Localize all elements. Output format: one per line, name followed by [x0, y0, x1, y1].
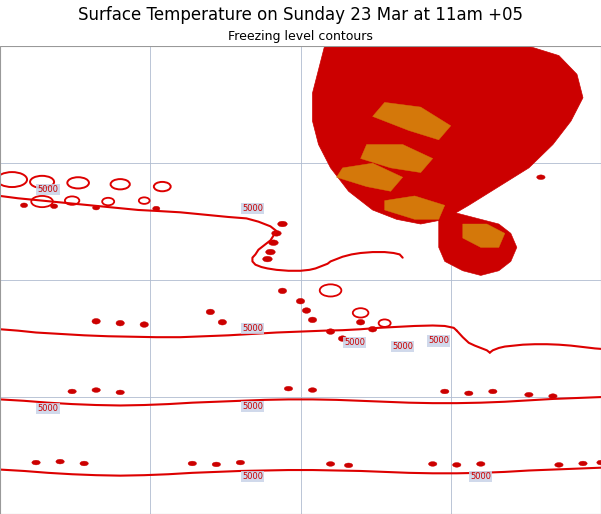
Ellipse shape	[206, 309, 215, 315]
Text: 5000: 5000	[392, 342, 413, 351]
Text: 5000: 5000	[429, 337, 449, 345]
Ellipse shape	[56, 460, 64, 464]
Ellipse shape	[116, 390, 124, 395]
Ellipse shape	[549, 394, 557, 398]
Ellipse shape	[93, 205, 100, 210]
Ellipse shape	[441, 389, 449, 394]
Text: 5000: 5000	[242, 402, 263, 411]
Text: 5000: 5000	[242, 472, 263, 481]
Ellipse shape	[284, 387, 293, 391]
Polygon shape	[361, 144, 433, 173]
Ellipse shape	[429, 462, 437, 466]
Ellipse shape	[269, 240, 278, 246]
Text: Surface Temperature on Sunday 23 Mar at 11am +05: Surface Temperature on Sunday 23 Mar at …	[78, 6, 523, 24]
Ellipse shape	[537, 175, 545, 179]
Text: 5000: 5000	[242, 204, 263, 213]
Ellipse shape	[236, 460, 245, 465]
Ellipse shape	[296, 298, 305, 304]
Ellipse shape	[477, 462, 485, 466]
Ellipse shape	[489, 389, 497, 394]
Ellipse shape	[453, 463, 461, 467]
Ellipse shape	[188, 461, 197, 466]
Polygon shape	[463, 224, 505, 247]
Ellipse shape	[278, 221, 287, 227]
Ellipse shape	[20, 203, 28, 208]
Ellipse shape	[302, 308, 311, 314]
Ellipse shape	[263, 256, 272, 262]
Ellipse shape	[368, 326, 377, 332]
Text: 5000: 5000	[344, 338, 365, 347]
Text: 5000: 5000	[242, 324, 263, 333]
Ellipse shape	[116, 320, 124, 326]
Ellipse shape	[212, 462, 221, 467]
Ellipse shape	[579, 461, 587, 466]
Ellipse shape	[32, 460, 40, 465]
Ellipse shape	[140, 322, 148, 327]
Text: 5000: 5000	[38, 404, 58, 413]
Ellipse shape	[80, 461, 88, 466]
Text: Freezing level contours: Freezing level contours	[228, 30, 373, 43]
Ellipse shape	[272, 231, 281, 236]
Ellipse shape	[308, 388, 317, 392]
Text: 5000: 5000	[471, 472, 491, 481]
Ellipse shape	[92, 388, 100, 392]
Ellipse shape	[326, 462, 335, 466]
Ellipse shape	[338, 336, 347, 341]
Polygon shape	[385, 196, 445, 219]
Text: 5000: 5000	[38, 186, 58, 194]
Ellipse shape	[50, 204, 58, 209]
Polygon shape	[373, 102, 451, 140]
Ellipse shape	[465, 391, 473, 396]
Ellipse shape	[68, 389, 76, 394]
Polygon shape	[313, 46, 583, 224]
Ellipse shape	[308, 317, 317, 323]
Ellipse shape	[326, 329, 335, 335]
Polygon shape	[439, 210, 517, 276]
Ellipse shape	[218, 319, 227, 325]
Ellipse shape	[525, 392, 533, 397]
Ellipse shape	[597, 460, 601, 465]
Ellipse shape	[92, 319, 100, 324]
Ellipse shape	[153, 206, 160, 211]
Ellipse shape	[356, 319, 365, 325]
Ellipse shape	[278, 288, 287, 293]
Ellipse shape	[344, 463, 353, 468]
Polygon shape	[337, 163, 403, 191]
Ellipse shape	[555, 463, 563, 467]
Ellipse shape	[266, 249, 275, 255]
